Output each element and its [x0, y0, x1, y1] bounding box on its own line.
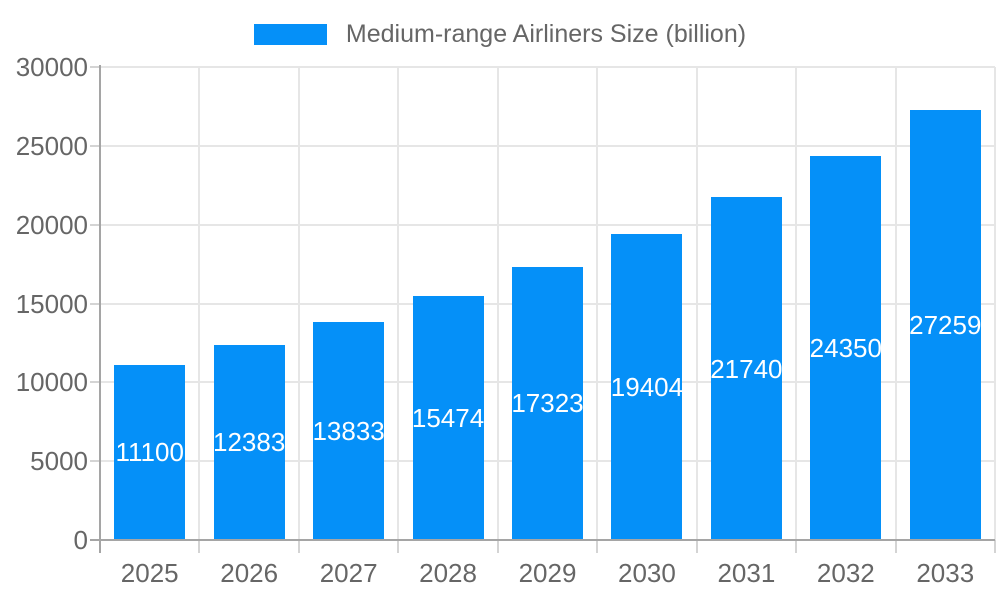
legend-label: Medium-range Airliners Size (billion) — [345, 20, 747, 48]
legend: Medium-range Airliners Size (billion) — [0, 20, 1000, 49]
bar-value-label: 27259 — [909, 310, 982, 341]
x-tick-label: 2030 — [618, 558, 676, 588]
x-tick-mark — [695, 540, 698, 553]
y-gridline — [100, 66, 995, 68]
x-tick-mark — [297, 540, 300, 553]
y-tick-label: 25000 — [15, 130, 88, 161]
legend-swatch-icon — [253, 24, 327, 45]
x-tick-label: 2032 — [816, 558, 875, 588]
y-tick-label: 10000 — [15, 367, 88, 398]
y-axis-line — [99, 65, 101, 553]
x-tick-mark — [894, 540, 897, 553]
bar-2026[interactable] — [213, 344, 285, 540]
bar-value-label: 15474 — [411, 403, 485, 433]
x-tick-label: 2028 — [419, 558, 477, 588]
bar-value-label: 24350 — [809, 333, 882, 364]
y-tick-mark — [90, 381, 100, 384]
x-tick-mark — [198, 540, 201, 553]
bar-value-label: 11100 — [115, 437, 184, 468]
x-tick-label: 2031 — [717, 558, 776, 588]
y-tick-mark — [90, 223, 100, 226]
bar-2032[interactable] — [810, 156, 882, 540]
x-tick-mark — [596, 540, 599, 553]
y-tick-mark — [90, 302, 100, 305]
x-tick-label: 2029 — [518, 558, 577, 588]
bar-value-label: 19404 — [610, 372, 684, 403]
y-gridline — [100, 144, 995, 147]
x-tick-label: 2025 — [120, 558, 179, 588]
bar-2033[interactable] — [909, 110, 981, 540]
x-tick-label: 2026 — [220, 558, 279, 588]
x-tick-mark — [496, 540, 499, 553]
legend-item[interactable]: Medium-range Airliners Size (billion) — [253, 20, 747, 49]
x-tick-mark — [795, 540, 798, 553]
bar-2031[interactable] — [710, 197, 782, 540]
x-gridline — [894, 67, 897, 540]
x-gridline — [695, 67, 698, 540]
x-gridline — [496, 67, 499, 540]
bar-value-label: 17323 — [511, 388, 584, 419]
y-tick-label: 0 — [73, 525, 88, 555]
bar-2029[interactable] — [512, 266, 583, 540]
y-tick-label: 15000 — [15, 288, 88, 319]
y-tick-label: 5000 — [30, 446, 88, 477]
bar-2030[interactable] — [611, 234, 683, 540]
bar-value-label: 13833 — [312, 415, 385, 446]
x-gridline — [795, 67, 798, 540]
y-tick-mark — [90, 460, 100, 463]
x-tick-mark — [397, 540, 400, 553]
x-gridline — [596, 67, 599, 540]
x-axis-line — [90, 539, 995, 541]
x-gridline — [397, 67, 400, 540]
bar-2028[interactable] — [412, 296, 484, 540]
y-tick-label: 20000 — [15, 209, 88, 240]
x-tick-mark — [994, 540, 996, 553]
y-tick-mark — [90, 66, 100, 68]
x-tick-label: 2033 — [916, 558, 975, 588]
y-tick-label: 30000 — [15, 52, 88, 82]
y-gridline — [100, 223, 995, 226]
bar-value-label: 21740 — [710, 353, 783, 384]
bar-2025[interactable] — [114, 364, 186, 540]
y-tick-mark — [90, 144, 100, 147]
x-tick-label: 2027 — [319, 558, 378, 588]
x-gridline — [994, 67, 996, 540]
x-gridline — [198, 67, 201, 540]
bar-2027[interactable] — [313, 321, 385, 540]
x-gridline — [297, 67, 300, 540]
bar-value-label: 12383 — [213, 427, 286, 458]
